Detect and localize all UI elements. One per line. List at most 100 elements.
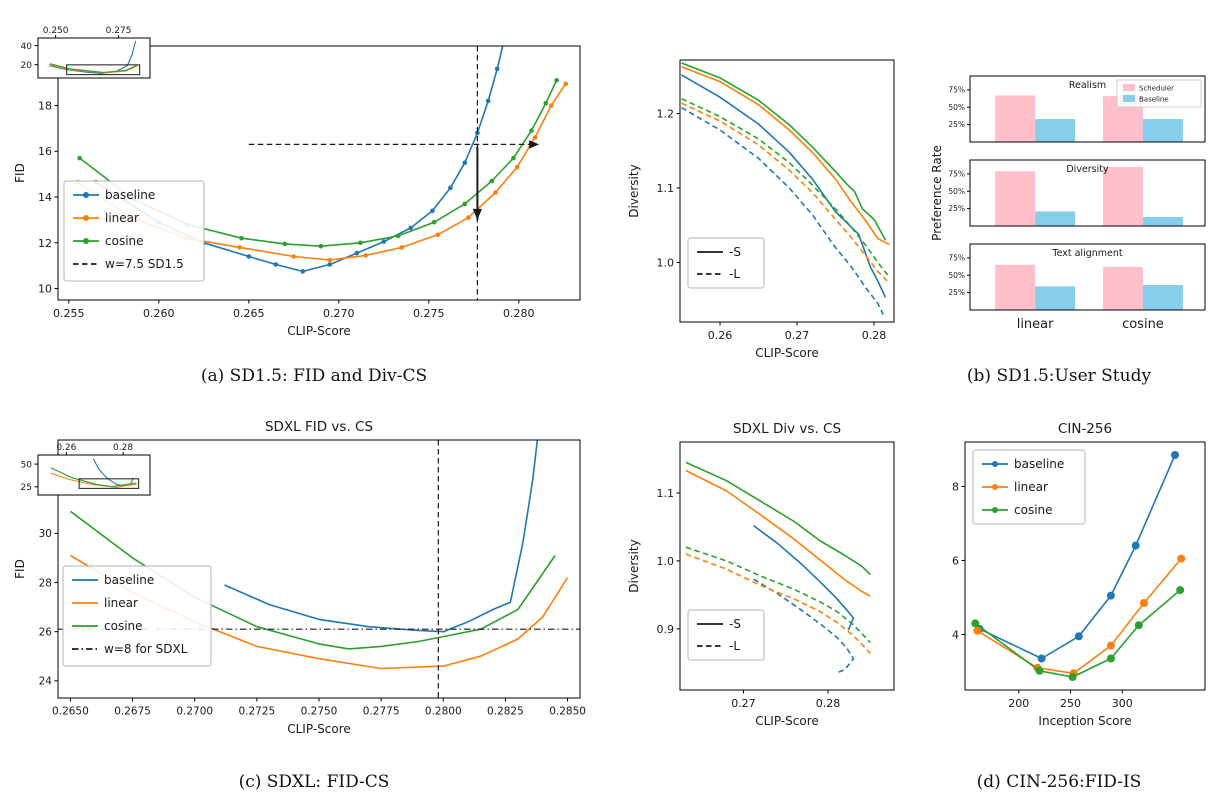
svg-text:1.0: 1.0	[657, 256, 675, 269]
caption-a: (a) SD1.5: FID and Div-CS	[200, 366, 428, 386]
svg-text:40: 40	[21, 42, 33, 52]
svg-text:28: 28	[39, 577, 52, 589]
svg-text:baseline: baseline	[105, 188, 155, 202]
user-study-svg: 25% 50% 75% Realism Scheduler Baseline 25% 50% 7…	[930, 75, 1206, 332]
svg-text:1.2: 1.2	[657, 108, 675, 121]
svg-text:CIN-256: CIN-256	[1058, 421, 1112, 437]
svg-text:Realism: Realism	[1069, 80, 1106, 91]
svg-text:24: 24	[39, 676, 53, 688]
svg-text:50%: 50%	[948, 187, 965, 196]
svg-text:cosine: cosine	[1014, 503, 1053, 517]
sdxl-fid-svg: 0.26 50 0.2675 0.2700 0.2725 0.2750 0.2775 0.28…	[13, 419, 586, 736]
svg-text:4: 4	[952, 628, 959, 641]
sd15-fid-svg: 0.255 0.260 0.265 0.270 0.275 0.280 10 12 14 16 18…	[13, 26, 581, 338]
cin256-svg: 200 250 300 4 6 8 CIN-256 Inception Score baseli…	[952, 421, 1206, 728]
svg-text:Diversity: Diversity	[627, 539, 641, 592]
svg-text:baseline: baseline	[1014, 457, 1064, 471]
svg-text:CLIP-Score: CLIP-Score	[287, 324, 351, 338]
svg-text:26: 26	[39, 626, 53, 638]
svg-text:0.275: 0.275	[106, 26, 132, 36]
svg-text:linear: linear	[104, 596, 138, 610]
svg-text:CLIP-Score: CLIP-Score	[287, 722, 351, 736]
svg-text:6: 6	[952, 554, 959, 567]
svg-text:w=7.5 SD1.5: w=7.5 SD1.5	[105, 257, 184, 271]
svg-text:10: 10	[38, 283, 52, 296]
svg-text:SDXL Div vs. CS: SDXL Div vs. CS	[733, 421, 841, 437]
svg-text:0.260: 0.260	[143, 307, 175, 320]
svg-text:-L: -L	[729, 267, 740, 281]
svg-text:0.28: 0.28	[862, 329, 887, 342]
svg-text:30: 30	[39, 528, 52, 540]
svg-text:25: 25	[21, 483, 32, 493]
svg-text:linear: linear	[1014, 480, 1048, 494]
svg-text:200: 200	[1008, 697, 1029, 710]
svg-text:75%: 75%	[948, 85, 965, 94]
svg-text:0.2825: 0.2825	[487, 706, 524, 718]
svg-text:75%: 75%	[948, 253, 965, 262]
svg-text:Diversity: Diversity	[627, 164, 641, 217]
svg-text:CLIP-Score: CLIP-Score	[755, 346, 819, 360]
svg-text:Baseline: Baseline	[1139, 96, 1169, 104]
svg-text:0.26: 0.26	[56, 443, 76, 453]
sd15-div-svg: 0.26 0.27 0.28 1.0 1.1 1.2 CLIP-Score Diversity…	[627, 59, 895, 360]
svg-text:0.2800: 0.2800	[425, 706, 462, 718]
svg-text:SDXL FID vs. CS: SDXL FID vs. CS	[265, 419, 373, 435]
svg-text:Text alignment: Text alignment	[1051, 248, 1123, 259]
svg-text:16: 16	[38, 145, 52, 158]
chart-sd15-fid-cs: 0.255 0.260 0.265 0.270 0.275 0.280 10 12 14 16 18…	[8, 8, 620, 360]
svg-text:0.280: 0.280	[503, 307, 535, 320]
svg-text:50%: 50%	[948, 271, 965, 280]
svg-text:0.275: 0.275	[413, 307, 445, 320]
svg-text:CLIP-Score: CLIP-Score	[755, 714, 819, 728]
svg-text:8: 8	[952, 480, 959, 493]
chart-sdxl-div-cs: 0.27 0.28 0.9 1.0 1.1 SDXL Div vs. CS CLIP-Sco…	[622, 398, 922, 750]
svg-text:0.9: 0.9	[657, 623, 675, 636]
svg-text:18: 18	[38, 99, 52, 112]
chart-sd15-div-cs: 0.26 0.27 0.28 1.0 1.1 1.2 CLIP-Score Diversity…	[622, 8, 922, 372]
svg-text:1.1: 1.1	[657, 182, 675, 195]
chart-user-study: 25% 50% 75% Realism Scheduler Baseline 25% 50% 7…	[925, 8, 1213, 372]
svg-text:0.265: 0.265	[233, 307, 265, 320]
svg-text:0.2775: 0.2775	[363, 706, 400, 718]
chart-cin256-fid-is: 200 250 300 4 6 8 CIN-256 Inception Score baseli…	[925, 398, 1213, 750]
svg-text:14: 14	[38, 191, 52, 204]
svg-text:0.250: 0.250	[43, 26, 69, 36]
svg-text:linear: linear	[1017, 317, 1054, 332]
svg-text:75%: 75%	[948, 169, 965, 178]
svg-text:baseline: baseline	[104, 573, 154, 587]
svg-text:Inception Score: Inception Score	[1038, 714, 1131, 728]
svg-text:0.26: 0.26	[708, 329, 733, 342]
svg-text:cosine: cosine	[104, 619, 143, 633]
svg-text:w=8 for SDXL: w=8 for SDXL	[104, 642, 188, 656]
caption-d: (d) CIN-256:FID-IS	[976, 772, 1142, 792]
svg-text:25%: 25%	[948, 120, 965, 129]
svg-text:Preference Rate: Preference Rate	[930, 145, 944, 241]
svg-text:25%: 25%	[948, 204, 965, 213]
svg-text:Diversity: Diversity	[1066, 164, 1109, 175]
svg-text:0.2700: 0.2700	[176, 706, 213, 718]
svg-text:25%: 25%	[948, 288, 965, 297]
svg-text:300: 300	[1112, 697, 1133, 710]
svg-text:50: 50	[21, 460, 33, 470]
svg-text:50%: 50%	[948, 103, 965, 112]
svg-text:-S: -S	[729, 617, 741, 631]
svg-text:250: 250	[1060, 697, 1081, 710]
svg-text:20: 20	[21, 61, 33, 71]
svg-text:linear: linear	[105, 211, 139, 225]
svg-text:-S: -S	[729, 245, 741, 259]
svg-text:12: 12	[38, 237, 52, 250]
svg-text:0.2675: 0.2675	[114, 706, 151, 718]
sdxl-div-svg: 0.27 0.28 0.9 1.0 1.1 SDXL Div vs. CS CLIP-Sco…	[627, 421, 895, 728]
svg-text:0.2750: 0.2750	[301, 706, 338, 718]
caption-b: (b) SD1.5:User Study	[966, 366, 1152, 386]
svg-text:0.270: 0.270	[323, 307, 355, 320]
svg-text:0.2725: 0.2725	[238, 706, 275, 718]
svg-text:FID: FID	[13, 163, 27, 183]
svg-text:0.28: 0.28	[816, 697, 841, 710]
svg-text:0.27: 0.27	[731, 697, 756, 710]
svg-text:1.0: 1.0	[657, 555, 675, 568]
svg-text:-L: -L	[729, 639, 740, 653]
svg-text:FID: FID	[13, 559, 27, 579]
svg-text:cosine: cosine	[1122, 317, 1164, 332]
